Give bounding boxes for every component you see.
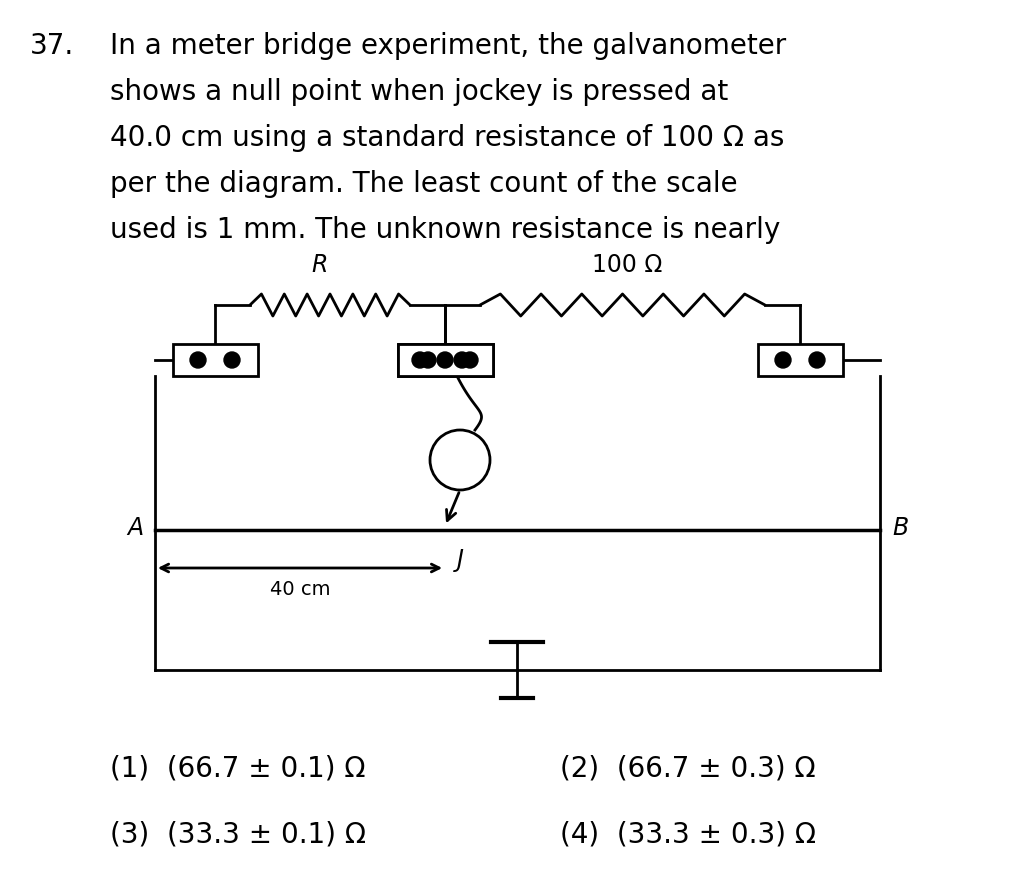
Text: 37.: 37. [30, 32, 75, 60]
Circle shape [462, 352, 478, 368]
Circle shape [190, 352, 206, 368]
Circle shape [224, 352, 240, 368]
Bar [397, 344, 493, 376]
Circle shape [775, 352, 791, 368]
Circle shape [454, 352, 470, 368]
Text: 100 Ω: 100 Ω [592, 253, 663, 277]
Circle shape [437, 352, 453, 368]
Text: A: A [127, 516, 143, 540]
Text: (3)  (33.3 ± 0.1) Ω: (3) (33.3 ± 0.1) Ω [110, 820, 366, 848]
Bar [758, 344, 843, 376]
Text: 40.0 cm using a standard resistance of 100 Ω as: 40.0 cm using a standard resistance of 1… [110, 124, 784, 152]
Text: B: B [892, 516, 908, 540]
Circle shape [412, 352, 428, 368]
Text: per the diagram. The least count of the scale: per the diagram. The least count of the … [110, 170, 737, 198]
Circle shape [809, 352, 825, 368]
Text: (4)  (33.3 ± 0.3) Ω: (4) (33.3 ± 0.3) Ω [560, 820, 816, 848]
Circle shape [430, 430, 490, 490]
Text: J: J [457, 548, 464, 572]
Text: In a meter bridge experiment, the galvanometer: In a meter bridge experiment, the galvan… [110, 32, 786, 60]
Text: (2)  (66.7 ± 0.3) Ω: (2) (66.7 ± 0.3) Ω [560, 755, 816, 783]
Bar [172, 344, 257, 376]
Text: shows a null point when jockey is pressed at: shows a null point when jockey is presse… [110, 78, 728, 106]
Bar [398, 344, 493, 376]
Circle shape [420, 352, 436, 368]
Text: 40 cm: 40 cm [269, 580, 331, 599]
Text: (1)  (66.7 ± 0.1) Ω: (1) (66.7 ± 0.1) Ω [110, 755, 366, 783]
Text: R: R [312, 253, 328, 277]
Text: used is 1 mm. The unknown resistance is nearly: used is 1 mm. The unknown resistance is … [110, 216, 780, 244]
Text: G: G [453, 451, 468, 470]
